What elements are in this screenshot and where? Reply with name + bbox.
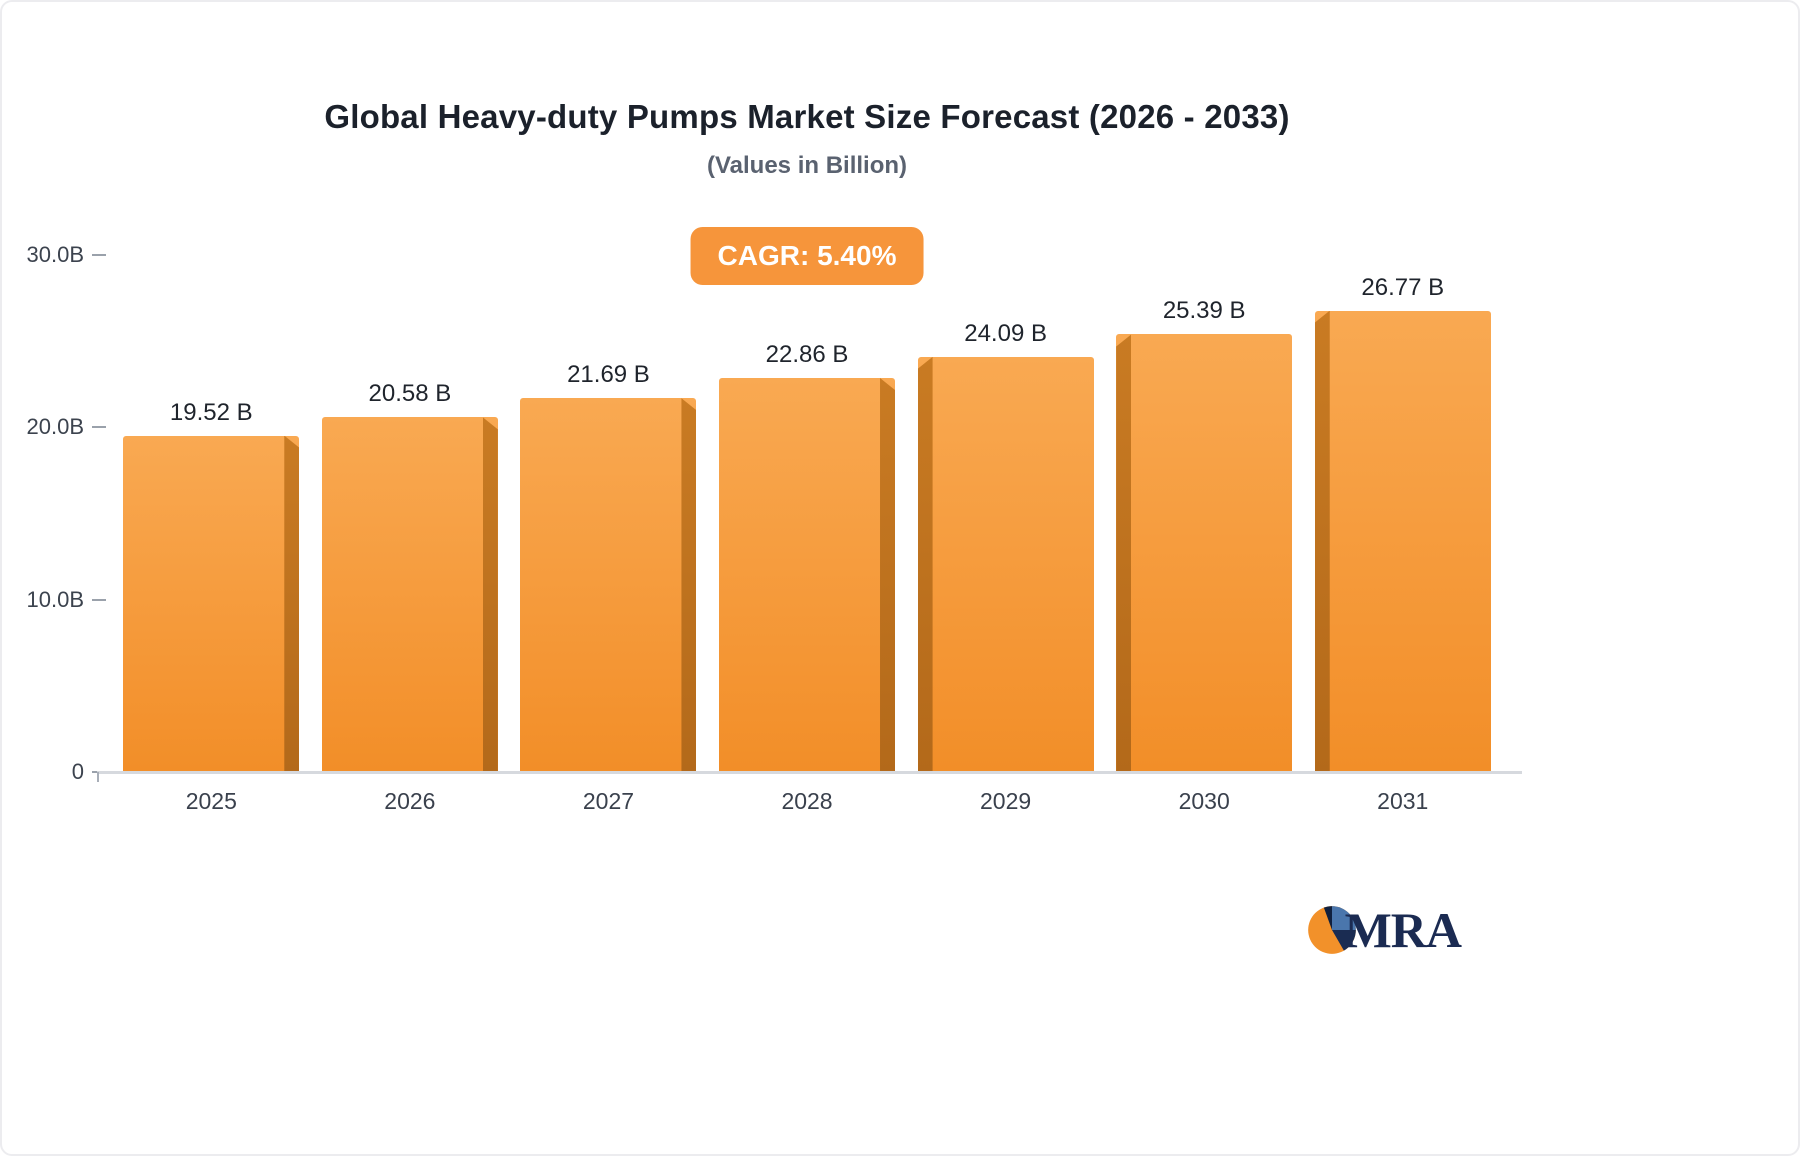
- bar-group: 26.77 B: [1303, 255, 1502, 772]
- x-axis-label: 2026: [384, 788, 436, 814]
- bar-side-face: [681, 398, 697, 772]
- y-axis-tick-label: 30.0B: [26, 242, 85, 267]
- bar-value-label: 19.52 B: [169, 398, 253, 426]
- bar[interactable]: [1116, 334, 1293, 772]
- bar-value-label: 24.09 B: [964, 319, 1047, 347]
- x-axis-labels: 2025 2026 2027 2028 2029 2030 2031: [112, 788, 1502, 815]
- y-axis-tick-mark: [92, 426, 106, 429]
- bar-side-face: [1116, 334, 1132, 772]
- cagr-badge: CAGR: 5.40%: [690, 227, 924, 285]
- bar-value-label: 26.77 B: [1361, 273, 1445, 301]
- y-axis: 30.0B 20.0B 10.0B 0: [7, 242, 112, 784]
- y-axis-tick: 10.0B: [26, 586, 106, 613]
- bar[interactable]: [321, 417, 498, 772]
- bar[interactable]: [719, 378, 896, 772]
- plot-area: 30.0B 20.0B 10.0B 0 19.52 B 20.58 B 21.69 B…: [27, 242, 1522, 814]
- x-axis-line: [97, 771, 1522, 774]
- bar-group: 20.58 B: [311, 255, 510, 772]
- bar-side-face: [482, 417, 498, 772]
- x-axis-label: 2028: [781, 788, 833, 814]
- bar[interactable]: [1314, 310, 1491, 772]
- bar[interactable]: [520, 398, 697, 772]
- chart-subtitle: (Values in Billion): [706, 152, 908, 179]
- bar-group: 21.69 B: [509, 255, 708, 772]
- y-axis-tick-mark: [92, 254, 106, 256]
- bar[interactable]: [917, 356, 1094, 772]
- y-axis-tick-label: 0: [71, 759, 84, 784]
- x-axis-label: 2029: [980, 788, 1032, 814]
- bar-side-face: [1314, 310, 1330, 772]
- y-axis-tick: 30.0B: [26, 242, 106, 268]
- brand-logo-text: MRA: [1344, 902, 1462, 958]
- brand-logo-pie-icon: [1307, 906, 1356, 954]
- y-axis-tick-mark: [92, 598, 106, 601]
- bar-side-face: [284, 435, 300, 772]
- x-axis-label: 2025: [185, 788, 237, 814]
- x-axis-origin-tick: [97, 772, 99, 782]
- bar[interactable]: [123, 435, 300, 772]
- bars-container: 19.52 B 20.58 B 21.69 B 22.86 B 24.09 B …: [112, 255, 1502, 772]
- y-axis-tick-label: 20.0B: [26, 414, 85, 440]
- bar-group: 25.39 B: [1105, 255, 1304, 772]
- bar-value-label: 21.69 B: [567, 361, 650, 389]
- bar-value-label: 22.86 B: [765, 341, 849, 369]
- x-axis-label: 2030: [1178, 788, 1230, 814]
- x-axis-label: 2031: [1377, 788, 1429, 814]
- bar-value-label: 20.58 B: [368, 380, 452, 408]
- chart-title: Global Heavy-duty Pumps Market Size Fore…: [324, 98, 1290, 135]
- brand-logo: MRA: [1306, 902, 1462, 958]
- bar-group: 22.86 B: [708, 255, 907, 772]
- bar-group: 24.09 B: [906, 255, 1105, 772]
- bar-side-face: [880, 378, 896, 772]
- y-axis-tick-label: 10.0B: [26, 586, 85, 612]
- bar-value-label: 25.39 B: [1162, 297, 1246, 325]
- bar-side-face: [917, 356, 933, 772]
- x-axis-label: 2027: [582, 788, 635, 814]
- bar-group: 19.52 B: [112, 255, 311, 772]
- y-axis-tick: 20.0B: [26, 414, 106, 440]
